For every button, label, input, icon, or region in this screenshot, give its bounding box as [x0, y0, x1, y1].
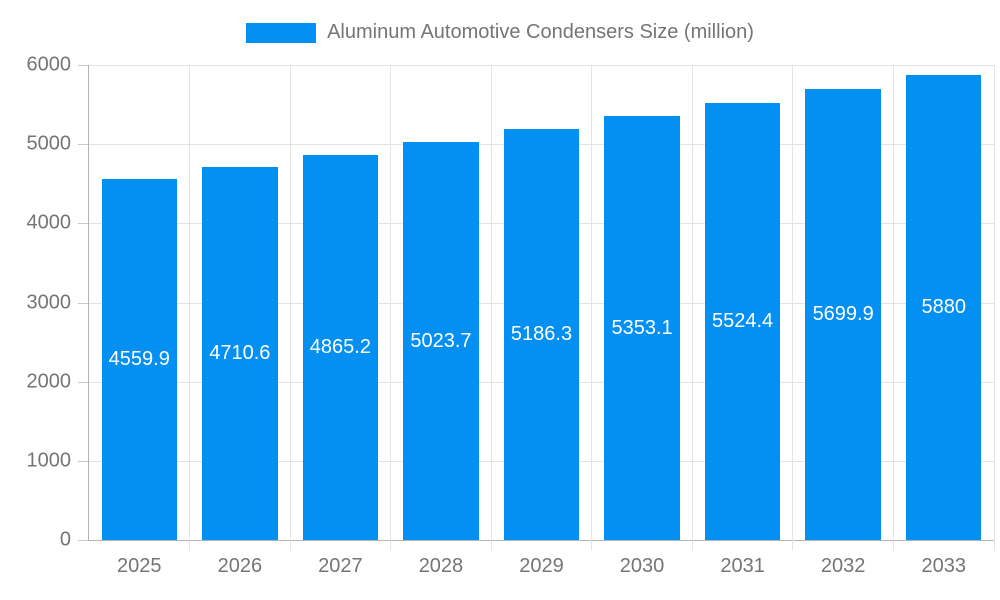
bar[interactable]: 5353.1	[604, 116, 680, 540]
legend[interactable]: Aluminum Automotive Condensers Size (mil…	[0, 21, 1000, 44]
bar-value-label: 5524.4	[712, 309, 774, 332]
x-axis-label: 2030	[619, 555, 665, 577]
y-axis-tick	[78, 223, 88, 225]
legend-label: Aluminum Automotive Condensers Size (mil…	[327, 21, 754, 43]
bar-value-label: 4865.2	[309, 335, 371, 358]
y-axis-label: 3000	[26, 291, 72, 313]
y-axis-label: 4000	[26, 211, 72, 234]
x-axis-label: 2029	[519, 555, 564, 577]
y-axis-label: 6000	[26, 53, 72, 76]
x-gridline	[591, 65, 593, 550]
bar[interactable]: 4710.6	[202, 167, 278, 540]
legend-swatch	[246, 22, 317, 43]
y-axis-tick	[78, 381, 88, 383]
y-axis-tick	[78, 65, 88, 66]
y-axis-tick	[78, 144, 88, 146]
bar[interactable]: 5699.9	[805, 88, 881, 540]
bar-value-label: 5186.3	[510, 323, 573, 346]
x-gridline	[792, 65, 794, 550]
x-gridline	[691, 65, 693, 550]
y-axis-label: 5000	[26, 132, 72, 155]
bar[interactable]: 4559.9	[101, 179, 177, 540]
x-axis-label: 2032	[820, 555, 866, 577]
bar-value-label: 5023.7	[410, 329, 472, 352]
x-gridline	[189, 65, 191, 550]
bar[interactable]: 5880	[906, 74, 982, 540]
x-gridline	[993, 65, 995, 550]
y-axis-label: 1000	[26, 449, 72, 472]
x-axis-label: 2026	[217, 555, 263, 577]
bar[interactable]: 4865.2	[302, 154, 379, 540]
x-axis-label: 2033	[921, 555, 966, 577]
x-axis-label: 2031	[720, 555, 765, 577]
bar[interactable]: 5186.3	[503, 129, 580, 540]
x-gridline	[289, 65, 291, 550]
bar[interactable]: 5023.7	[403, 142, 479, 540]
x-gridline	[390, 65, 392, 550]
y-axis-label: 2000	[26, 370, 72, 393]
bar[interactable]: 5524.4	[704, 102, 781, 540]
y-gridline	[89, 65, 994, 66]
y-axis-tick	[78, 302, 88, 304]
x-axis-label: 2028	[418, 555, 464, 577]
bar-value-label: 5699.9	[812, 302, 874, 325]
y-axis-label: 0	[59, 528, 71, 551]
x-axis-label: 2025	[117, 555, 162, 577]
plot-area: 0 1000 2000 3000 4000 5000 6000 4559.9 2025 4710.…	[27, 54, 995, 577]
x-axis-label: 2027	[318, 555, 363, 577]
bar-value-label: 5353.1	[611, 316, 673, 339]
bar-value-label: 4559.9	[108, 348, 170, 370]
x-gridline	[892, 65, 894, 550]
bar-value-label: 5880	[921, 295, 966, 318]
y-axis-tick	[78, 540, 88, 541]
x-gridline	[490, 65, 492, 550]
y-axis-tick	[78, 460, 88, 462]
bar-value-label: 4710.6	[209, 342, 271, 365]
